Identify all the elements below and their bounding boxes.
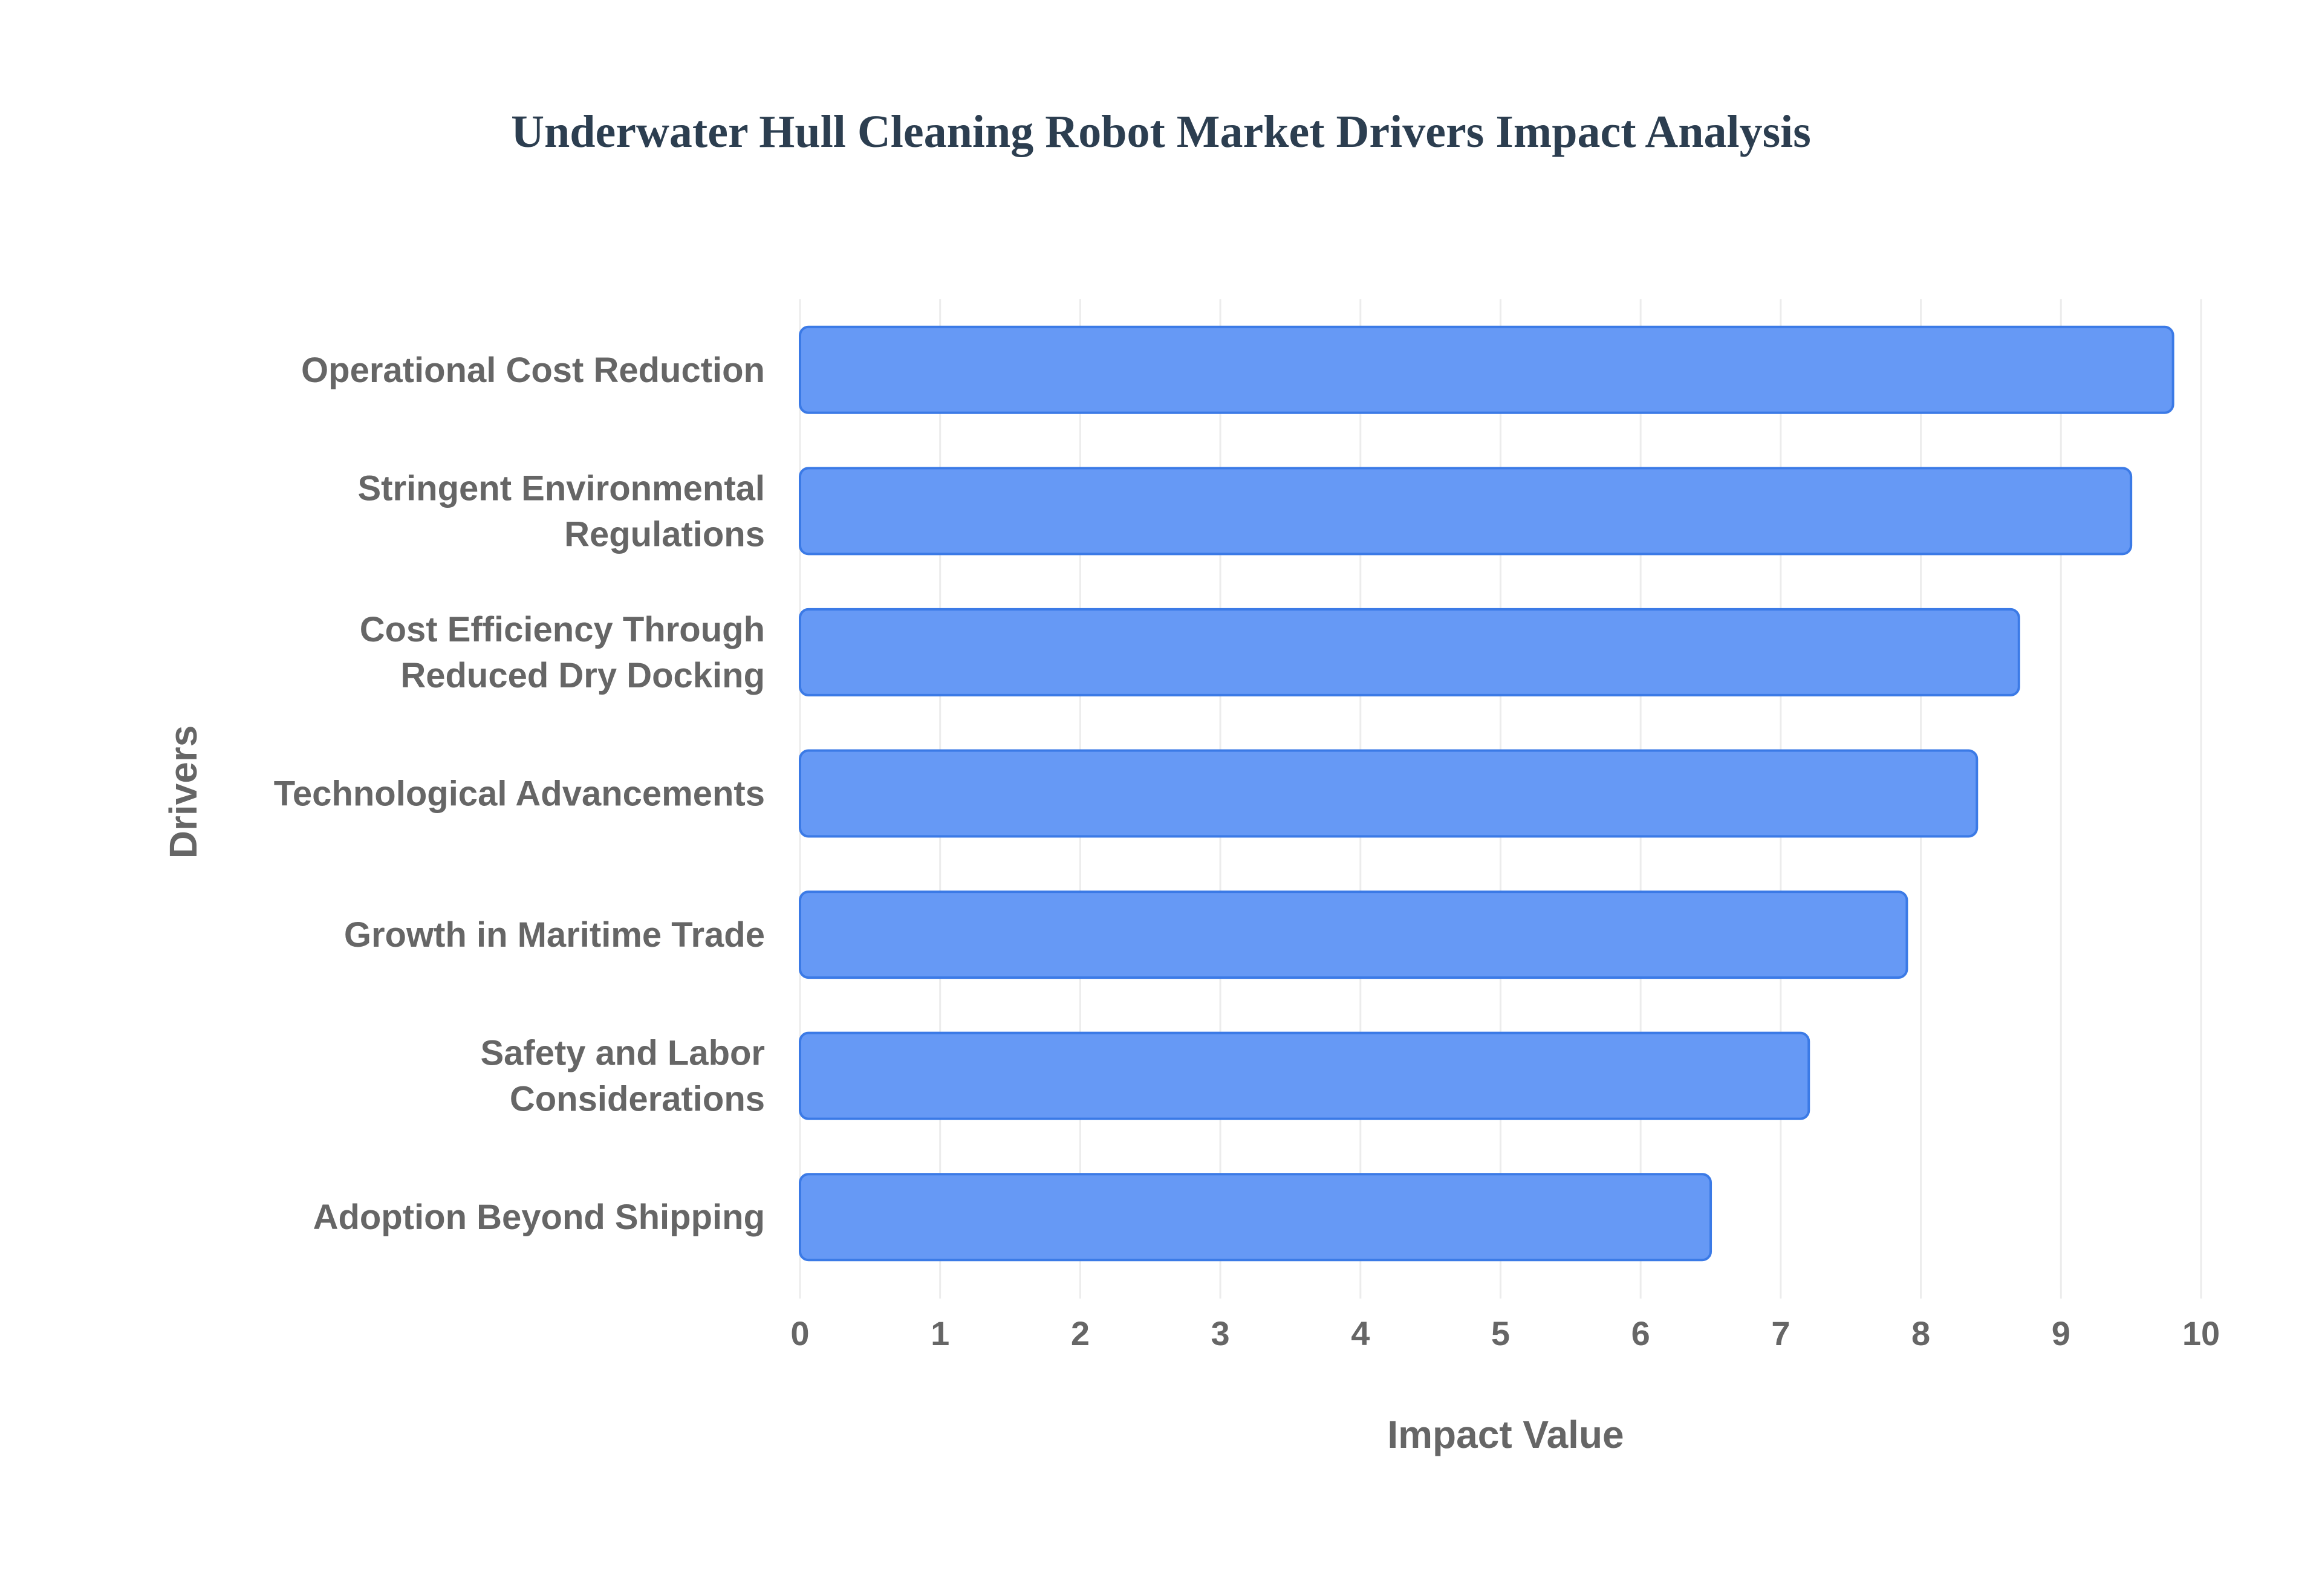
x-tick-label: 5 — [1491, 1314, 1510, 1352]
y-tick-label: Safety and Labor Considerations — [480, 1034, 765, 1119]
x-tick-label: 3 — [1211, 1314, 1230, 1352]
bar — [799, 467, 2133, 556]
y-axis-tick-labels: Operational Cost Reduction Stringent Envi… — [274, 351, 765, 1237]
bar — [799, 325, 2174, 414]
x-tick-label: 2 — [1071, 1314, 1090, 1352]
y-tick-label: Growth in Maritime Trade — [344, 915, 765, 955]
x-tick-label: 9 — [2052, 1314, 2070, 1352]
x-tick-label: 7 — [1771, 1314, 1790, 1352]
y-tick-label: Stringent Environmental Regulations — [357, 469, 765, 554]
x-axis-title: Impact Value — [1387, 1413, 1624, 1456]
y-axis-title: Drivers — [161, 725, 205, 859]
x-tick-label: 10 — [2182, 1314, 2220, 1352]
x-tick-label: 1 — [931, 1314, 949, 1352]
y-tick-label: Operational Cost Reduction — [301, 351, 765, 390]
x-tick-label: 8 — [1911, 1314, 1930, 1352]
chart-title: Underwater Hull Cleaning Robot Market Dr… — [511, 106, 1811, 157]
bar — [799, 749, 1979, 838]
x-axis-tick-labels: 0 1 2 3 4 5 6 7 8 9 10 — [790, 1314, 2220, 1352]
x-tick-label: 4 — [1351, 1314, 1370, 1352]
bar — [799, 1031, 1810, 1120]
x-tick-label: 0 — [790, 1314, 809, 1352]
y-tick-label: Technological Advancements — [274, 774, 765, 814]
bar — [799, 1173, 1712, 1262]
bars — [799, 325, 2174, 1262]
y-tick-label: Adoption Beyond Shipping — [313, 1198, 765, 1237]
y-tick-label: Cost Efficiency Through Reduced Dry Docki… — [360, 610, 765, 695]
bar — [799, 608, 2020, 696]
x-tick-label: 6 — [1631, 1314, 1650, 1352]
bar — [799, 890, 1908, 979]
